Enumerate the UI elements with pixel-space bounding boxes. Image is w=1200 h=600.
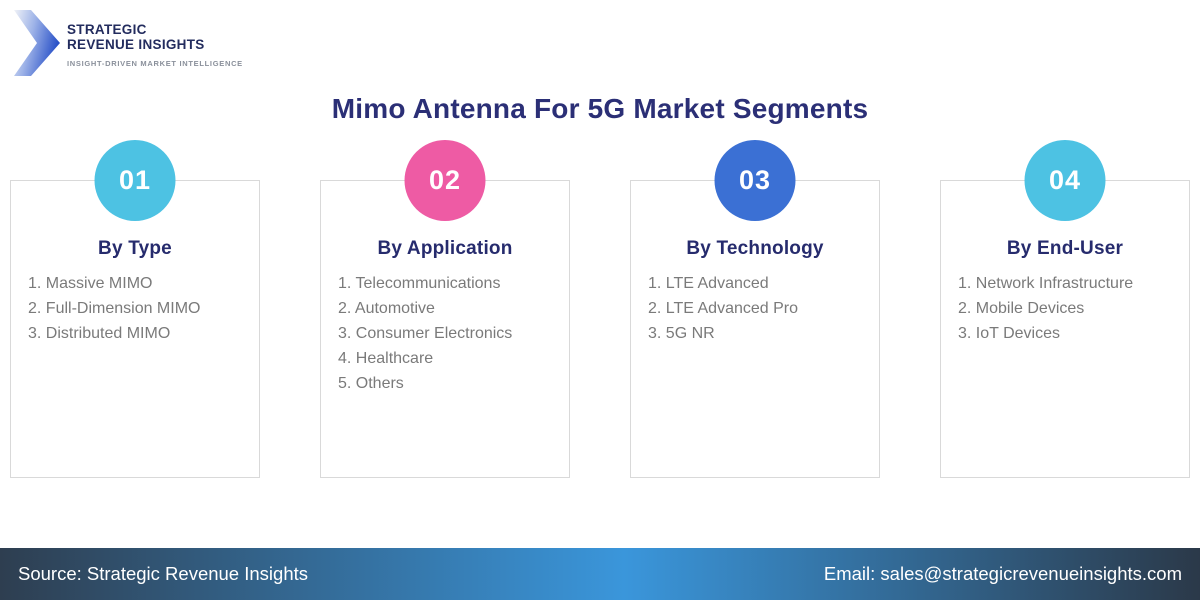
segment-heading: By End-User [1006,238,1124,259]
logo-text: STRATEGIC REVENUE INSIGHTS INSIGHT-DRIVE… [67,10,243,68]
logo-tagline: INSIGHT-DRIVEN MARKET INTELLIGENCE [67,59,243,68]
segment-item: 2. LTE Advanced Pro [648,300,799,317]
segment-card-03: 03 By Technology 1. LTE Advanced 2. LTE Adv… [630,140,880,478]
segment-item: 1. Telecommunications [338,275,501,292]
segment-number-badge: 04 [1024,140,1106,221]
logo-line-1: STRATEGIC [67,22,147,37]
email-text: Email: sales@strategicrevenueinsights.co… [823,563,1182,584]
footer-bar: Source: Strategic Revenue Insights Email… [0,548,1200,600]
brand-logo: STRATEGIC REVENUE INSIGHTS INSIGHT-DRIVE… [14,10,243,76]
chevron-logo-icon [14,10,60,76]
segment-card-02: 02 By Application 1. Telecommunications 2. … [320,140,570,478]
segment-item: 2. Automotive [338,300,435,317]
page-title: Mimo Antenna For 5G Market Segments [331,93,869,124]
segment-item: 5. Others [338,375,404,392]
segment-item: 3. Distributed MIMO [28,325,171,342]
segment-item-list: 1. LTE Advanced 2. LTE Advanced Pro 3. 5G … [631,271,879,346]
segment-item: 2. Full-Dimension MIMO [28,300,201,317]
logo-line-2: REVENUE INSIGHTS [67,37,205,52]
segment-card-04: 04 By End-User 1. Network Infrastructure 2.… [940,140,1190,478]
segment-number-badge: 02 [404,140,486,221]
segment-item: 1. Network Infrastructure [958,275,1134,292]
segment-item: 3. Consumer Electronics [338,325,513,342]
segment-item: 3. IoT Devices [958,325,1060,342]
segment-item: 1. Massive MIMO [28,275,153,292]
segment-card-01: 01 By Type 1. Massive MIMO 2. Full-Dimensio… [10,140,260,478]
segment-heading: By Technology [686,238,824,259]
segment-item: 4. Healthcare [338,350,434,367]
segment-heading: By Application [377,238,513,259]
segment-item: 3. 5G NR [648,325,715,342]
segment-item-list: 1. Network Infrastructure 2. Mobile Devic… [941,271,1189,346]
segment-number-badge: 01 [94,140,176,221]
segment-item-list: 1. Massive MIMO 2. Full-Dimension MIMO 3. … [11,271,259,346]
segment-number-badge: 03 [714,140,796,221]
segment-heading: By Type [98,238,172,259]
segment-item: 2. Mobile Devices [958,300,1085,317]
segment-item-list: 1. Telecommunications 2. Automotive 3. Con… [321,271,569,396]
source-text: Source: Strategic Revenue Insights [18,563,308,584]
segment-item: 1. LTE Advanced [648,275,769,292]
